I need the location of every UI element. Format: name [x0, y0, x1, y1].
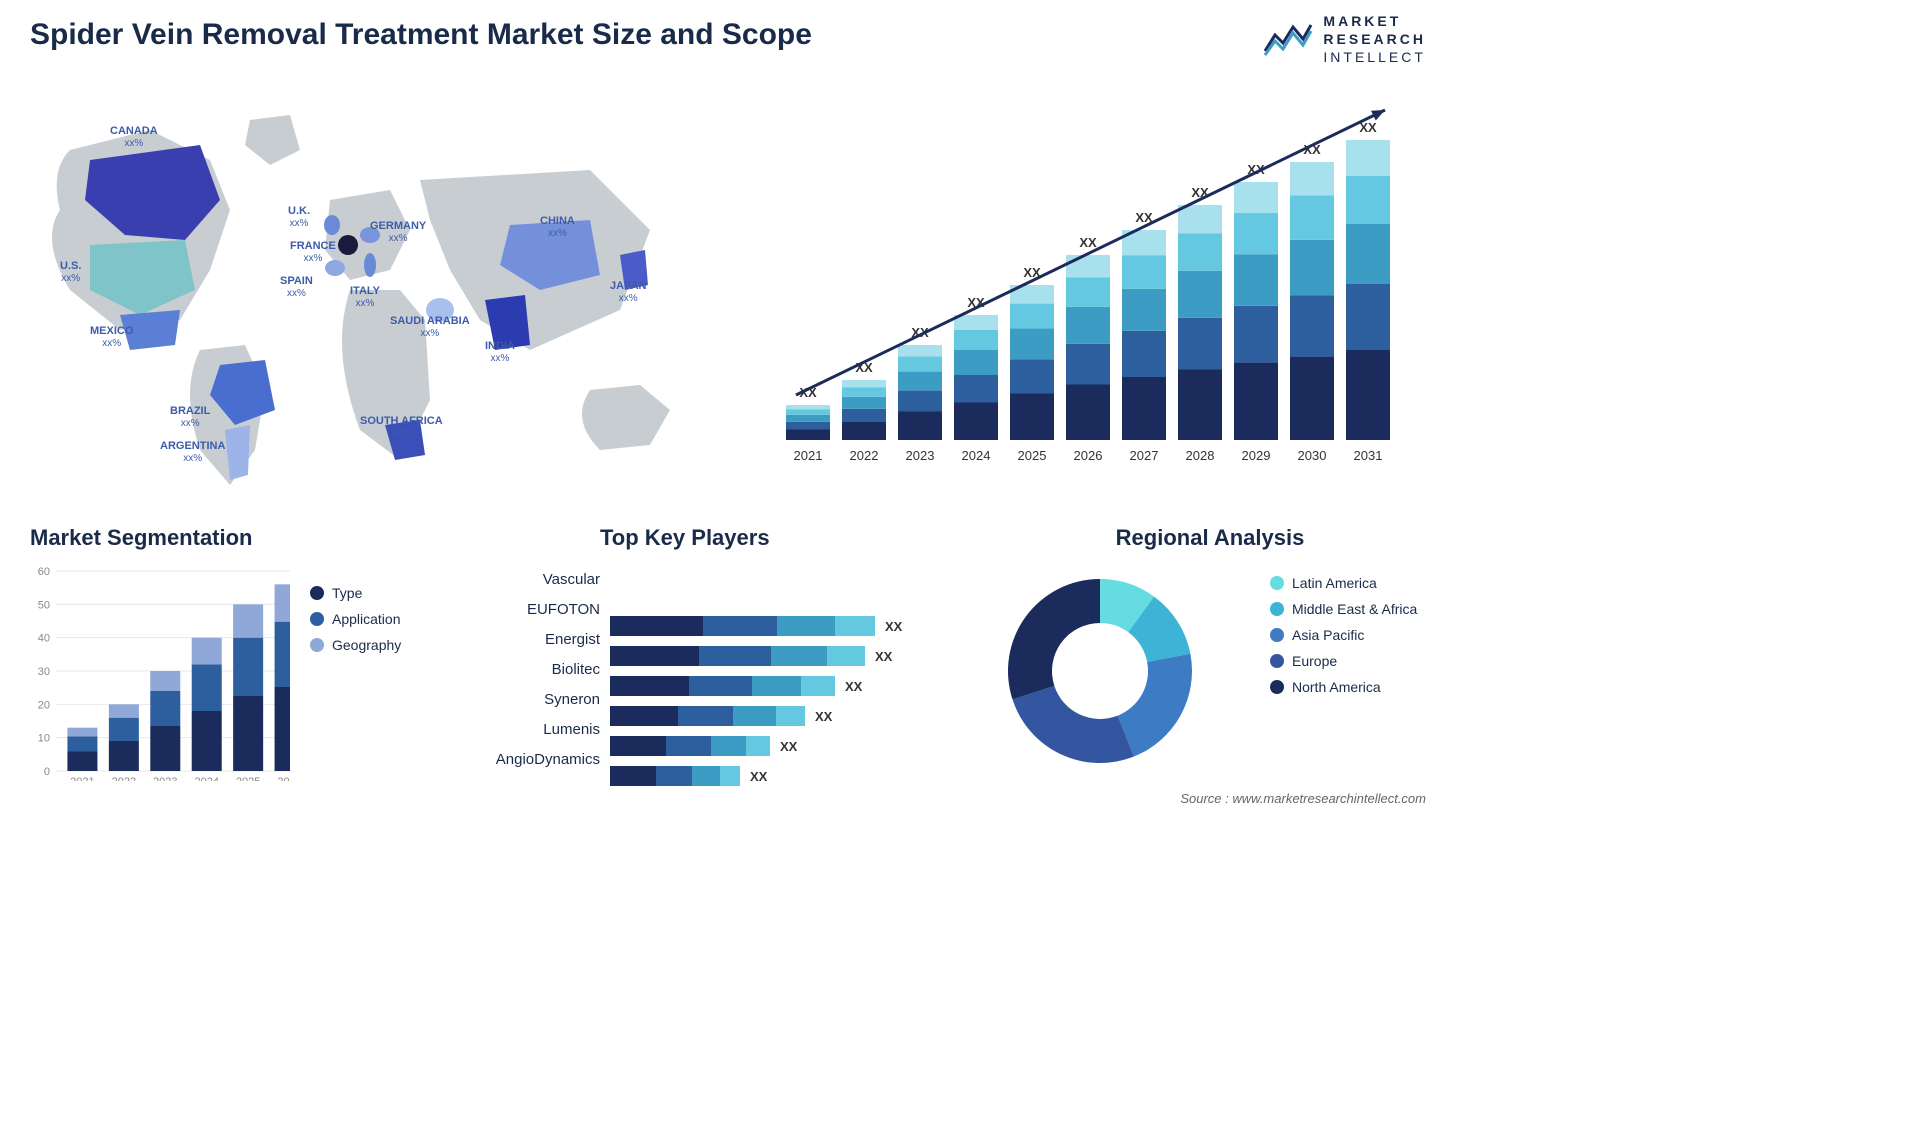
map-label: BRAZILxx%	[170, 405, 210, 429]
map-label: U.K.xx%	[288, 205, 310, 229]
key-players-names: VascularEUFOTONEnergistBiolitecSyneronLu…	[470, 565, 600, 775]
key-player-name: Syneron	[470, 685, 600, 715]
map-label: INDIAxx%	[485, 340, 515, 364]
key-player-name: AngioDynamics	[470, 745, 600, 775]
key-players-bars: XXXXXXXXXXXX	[610, 581, 950, 791]
regional-title: Regional Analysis	[990, 525, 1430, 551]
map-label: U.S.xx%	[60, 260, 81, 284]
map-label: ITALYxx%	[350, 285, 380, 309]
svg-text:2022: 2022	[112, 776, 136, 781]
segmentation-legend: Type Application Geography	[310, 585, 401, 663]
map-label: SAUDI ARABIAxx%	[390, 315, 470, 339]
legend-item: Type	[310, 585, 401, 601]
svg-text:2027: 2027	[1130, 448, 1159, 463]
key-player-bar	[610, 581, 950, 611]
map-label: JAPANxx%	[610, 280, 646, 304]
map-label: FRANCExx%	[290, 240, 336, 264]
svg-text:20: 20	[38, 699, 50, 711]
svg-text:2029: 2029	[1242, 448, 1271, 463]
key-player-name: Energist	[470, 625, 600, 655]
legend-item: Asia Pacific	[1270, 627, 1430, 643]
growth-chart: XX2021XX2022XX2023XX2024XX2025XX2026XX20…	[766, 100, 1426, 480]
svg-text:2026: 2026	[277, 776, 290, 781]
key-player-bar: XX	[610, 761, 950, 791]
source-attribution: Source : www.marketresearchintellect.com	[1180, 791, 1426, 806]
map-label: SPAINxx%	[280, 275, 313, 299]
svg-text:2024: 2024	[194, 776, 218, 781]
map-label: CANADAxx%	[110, 125, 158, 149]
logo-line1: MARKET	[1323, 12, 1426, 30]
svg-text:XX: XX	[1079, 235, 1097, 250]
legend-item: Geography	[310, 637, 401, 653]
map-label: MEXICOxx%	[90, 325, 133, 349]
svg-text:2025: 2025	[1018, 448, 1047, 463]
map-label: GERMANYxx%	[370, 220, 426, 244]
svg-text:2021: 2021	[70, 776, 94, 781]
growth-chart-svg: XX2021XX2022XX2023XX2024XX2025XX2026XX20…	[766, 100, 1426, 480]
logo-mark-icon	[1263, 21, 1313, 57]
key-player-bar: XX	[610, 731, 950, 761]
svg-text:2023: 2023	[906, 448, 935, 463]
brand-logo: MARKET RESEARCH INTELLECT	[1263, 12, 1426, 67]
svg-text:2023: 2023	[153, 776, 177, 781]
segmentation-panel: Market Segmentation 0 10 20 30 40 50 60 2021 202…	[30, 525, 450, 785]
segmentation-chart: 0 10 20 30 40 50 60 2021 2022 2023 2024 2025 2026	[30, 561, 290, 781]
segmentation-title: Market Segmentation	[30, 525, 450, 551]
page-title: Spider Vein Removal Treatment Market Siz…	[30, 18, 812, 52]
svg-text:2024: 2024	[962, 448, 991, 463]
svg-text:2030: 2030	[1298, 448, 1327, 463]
svg-text:10: 10	[38, 733, 50, 745]
legend-item: Middle East & Africa	[1270, 601, 1430, 617]
svg-text:0: 0	[44, 766, 50, 778]
key-player-name: Vascular	[470, 565, 600, 595]
svg-text:50: 50	[38, 599, 50, 611]
key-player-bar: XX	[610, 701, 950, 731]
svg-text:40: 40	[38, 633, 50, 645]
key-player-bar: XX	[610, 641, 950, 671]
key-player-bar: XX	[610, 671, 950, 701]
logo-line2: RESEARCH	[1323, 30, 1426, 48]
svg-text:2025: 2025	[236, 776, 260, 781]
legend-item: Europe	[1270, 653, 1430, 669]
regional-panel: Regional Analysis Latin America Middle Ea…	[990, 525, 1430, 785]
legend-item: Application	[310, 611, 401, 627]
map-label: ARGENTINAxx%	[160, 440, 225, 464]
map-label: SOUTH AFRICAxx%	[360, 415, 443, 439]
regional-legend: Latin America Middle East & Africa Asia Pa…	[1270, 575, 1430, 705]
svg-text:2028: 2028	[1186, 448, 1215, 463]
svg-text:30: 30	[38, 666, 50, 678]
key-player-bar: XX	[610, 611, 950, 641]
logo-line3: INTELLECT	[1323, 48, 1426, 66]
svg-text:2022: 2022	[850, 448, 879, 463]
svg-text:60: 60	[38, 566, 50, 578]
svg-text:2031: 2031	[1354, 448, 1383, 463]
key-player-name: Biolitec	[470, 655, 600, 685]
key-player-name: Lumenis	[470, 715, 600, 745]
regional-donut	[990, 561, 1210, 771]
key-players-title: Top Key Players	[600, 525, 980, 551]
key-players-panel: Top Key Players VascularEUFOTONEnergistB…	[470, 525, 980, 785]
legend-item: Latin America	[1270, 575, 1430, 591]
svg-text:2026: 2026	[1074, 448, 1103, 463]
map-label: CHINAxx%	[540, 215, 575, 239]
key-player-name: EUFOTON	[470, 595, 600, 625]
svg-text:2021: 2021	[794, 448, 823, 463]
legend-item: North America	[1270, 679, 1430, 695]
world-map: CANADAxx% U.S.xx% MEXICOxx% BRAZILxx% ARGENT…	[30, 90, 710, 490]
